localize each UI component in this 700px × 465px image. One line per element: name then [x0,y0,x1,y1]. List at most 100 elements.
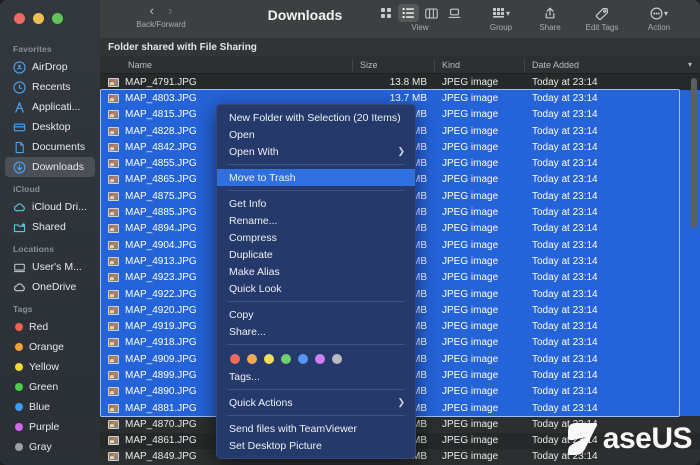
menu-item-tags[interactable]: Tags... [217,368,415,385]
jpeg-thumbnail-icon [108,322,119,332]
menu-item-share[interactable]: Share... [217,323,415,340]
menu-item-label: Move to Trash [229,171,296,184]
search-button[interactable]: Search [688,4,700,32]
table-row[interactable]: MAP_4803.JPG 13.7 MB JPEG image Today at 23… [100,90,700,107]
menu-item-make-alias[interactable]: Make Alias [217,263,415,280]
column-header-date-added[interactable]: Date Added [524,56,700,74]
clock-icon [13,80,26,94]
file-name-cell: MAP_4865.JPG [100,174,352,185]
watermark-text: aseUS [602,422,693,455]
file-name-cell: MAP_4849.JPG [100,451,352,462]
sidebar-item-red[interactable]: Red [5,317,95,337]
file-name-cell: MAP_4855.JPG [100,158,352,169]
file-name-label: MAP_4803.JPG [125,92,197,104]
sidebar-item-label: Desktop [32,121,71,133]
sidebar-item-gray[interactable]: Gray [5,437,95,457]
tag-color-swatch-4[interactable] [298,354,308,364]
tag-color-swatch-3[interactable] [281,354,291,364]
context-menu[interactable]: New Folder with Selection (20 Items) Open… [216,104,416,459]
sidebar-item-green[interactable]: Green [5,377,95,397]
zoom-button[interactable] [52,13,63,24]
jpeg-thumbnail-icon [108,142,119,152]
tag-color-swatch-6[interactable] [332,354,342,364]
tag-color-swatch-1[interactable] [247,354,257,364]
file-name-label: MAP_4920.JPG [125,304,197,316]
file-kind-cell: JPEG image [442,223,499,235]
sidebar-item-desktop[interactable]: Desktop [5,117,95,137]
file-kind-cell: JPEG image [442,92,499,104]
menu-item-copy[interactable]: Copy [217,306,415,323]
column-header-kind[interactable]: Kind [434,56,524,74]
file-kind-cell: JPEG image [442,435,499,447]
sidebar-item-blue[interactable]: Blue [5,397,95,417]
tag-dot-icon [15,443,23,451]
chevron-down-icon[interactable]: ▾ [687,60,692,69]
page-title: Downloads [267,7,343,23]
file-date-cell: Today at 23:14 [532,158,598,170]
cloud-icon [13,281,26,294]
sidebar-item-icloud-dri[interactable]: iCloud Dri... [5,197,95,217]
menu-item-quick-actions[interactable]: Quick Actions ❯ [217,394,415,411]
file-name-cell: MAP_4791.JPG [100,77,352,88]
sidebar-item-user-s-m[interactable]: User's M... [5,257,95,277]
menu-item-quick-look[interactable]: Quick Look [217,280,415,297]
sidebar: Favorites AirDrop Recents Applicati... Deskt… [0,0,100,465]
action-button[interactable]: ▾ Action [634,4,684,32]
forward-icon[interactable]: › [168,3,173,18]
tag-color-swatch-2[interactable] [264,354,274,364]
sidebar-item-label: Applicati... [32,101,81,113]
jpeg-thumbnail-icon [108,436,119,446]
file-name-cell: MAP_4920.JPG [100,305,352,316]
menu-item-send-files-with-teamviewer[interactable]: Send files with TeamViewer [217,420,415,437]
tag-color-swatch-0[interactable] [230,354,240,364]
edit-tags-button[interactable]: Edit Tags [574,4,630,32]
group-button[interactable]: ▾ Group [478,4,524,32]
menu-item-compress[interactable]: Compress [217,229,415,246]
vertical-scrollbar[interactable] [691,78,697,228]
back-icon[interactable]: ‹ [149,3,154,18]
menu-item-duplicate[interactable]: Duplicate [217,246,415,263]
menu-item-open-with[interactable]: Open With ❯ [217,143,415,160]
minimize-button[interactable] [33,13,44,24]
menu-item-get-info[interactable]: Get Info [217,195,415,212]
file-kind-cell: JPEG image [442,141,499,153]
shared-folder-icon [13,221,26,234]
sidebar-item-purple[interactable]: Purple [5,417,95,437]
icon-view-button[interactable] [375,4,396,22]
column-view-button[interactable] [421,4,442,22]
menu-item-label: Open With [229,145,279,158]
column-header-name[interactable]: Name [128,59,153,70]
table-row[interactable]: MAP_4791.JPG 13.8 MB JPEG image Today at 23… [100,74,700,90]
sidebar-item-documents[interactable]: Documents [5,137,95,157]
file-kind-cell: JPEG image [442,158,499,170]
toolbar: ‹ › Back/Forward Downloads [100,0,700,38]
column-header-size[interactable]: Size [352,56,434,74]
sidebar-section-icloud: iCloud [13,184,41,194]
file-kind-cell: JPEG image [442,337,499,349]
file-size-cell: 13.8 MB [389,76,427,88]
sidebar-item-shared[interactable]: Shared [5,217,95,237]
sidebar-item-recents[interactable]: Recents [5,77,95,97]
menu-item-open[interactable]: Open [217,126,415,143]
sidebar-item-orange[interactable]: Orange [5,337,95,357]
close-button[interactable] [14,13,25,24]
menu-item-label: Send files with TeamViewer [229,422,358,435]
sidebar-item-onedrive[interactable]: OneDrive [5,277,95,297]
menu-item-new-folder-with-selection-20-items[interactable]: New Folder with Selection (20 Items) [217,109,415,126]
tag-color-swatch-5[interactable] [315,354,325,364]
file-date-cell: Today at 23:14 [532,272,598,284]
easeus-logo-icon [567,423,597,455]
sidebar-item-airdrop[interactable]: AirDrop [5,57,95,77]
sidebar-item-applicati[interactable]: Applicati... [5,97,95,117]
tag-dot-icon [15,343,23,351]
list-view-button[interactable] [398,4,419,22]
sidebar-item-yellow[interactable]: Yellow [5,357,95,377]
file-name-label: MAP_4885.JPG [125,207,197,219]
sidebar-item-downloads[interactable]: Downloads [5,157,95,177]
file-name-cell: MAP_4870.JPG [100,419,352,430]
menu-item-set-desktop-picture[interactable]: Set Desktop Picture [217,437,415,454]
menu-item-move-to-trash[interactable]: Move to Trash [217,169,415,186]
menu-item-rename[interactable]: Rename... [217,212,415,229]
share-button[interactable]: Share [528,4,572,32]
gallery-view-button[interactable] [444,4,465,22]
